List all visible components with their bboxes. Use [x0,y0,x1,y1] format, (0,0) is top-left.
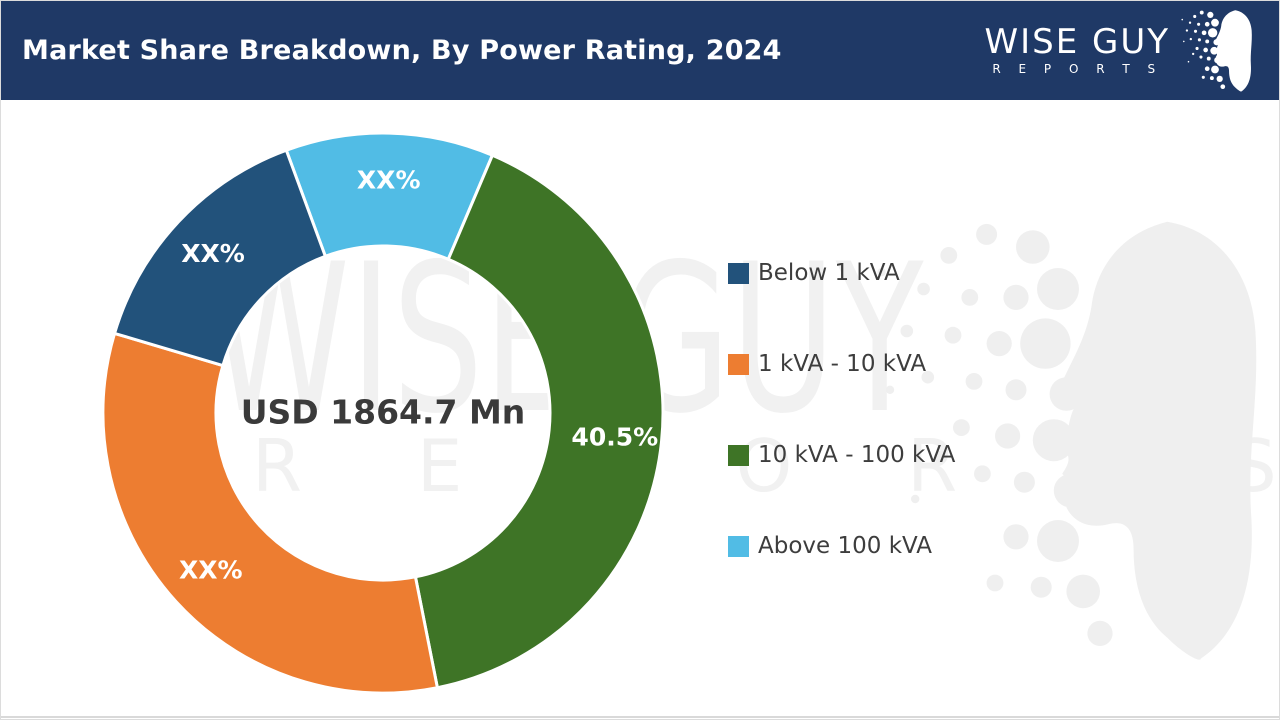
slice-value-label: XX% [181,239,245,268]
slice-value-label: XX% [357,166,421,195]
footer-divider [0,716,1280,718]
slice-value-label: 40.5% [571,423,658,452]
logo-wordmark: WISE GUY [984,22,1170,62]
legend-item: 10 kVA - 100 kVA [728,444,955,467]
legend-label: Below 1 kVA [758,260,900,286]
donut-slice-10-kva-100-kva [413,153,665,690]
slice-value-label: XX% [179,555,243,584]
legend-swatch [728,445,749,466]
donut-chart: XX% 40.5% XX% XX% [101,131,665,695]
legend-swatch [728,536,749,557]
legend-item: Below 1 kVA [728,262,955,285]
legend-swatch [728,263,749,284]
donut-slice-1-kva-10-kva [101,331,439,695]
legend-item: Above 100 kVA [728,535,955,558]
page-title: Market Share Breakdown, By Power Rating,… [22,34,782,66]
wise-guy-reports-logo: WISE GUY R E P O R T S [984,7,1254,93]
logo-subtext: R E P O R T S [992,62,1163,76]
legend-label: 1 kVA - 10 kVA [758,351,927,377]
chart-center-value: USD 1864.7 Mn [240,392,526,432]
legend-label: Above 100 kVA [758,533,933,559]
header-bar: Market Share Breakdown, By Power Rating,… [0,0,1280,100]
legend-item: 1 kVA - 10 kVA [728,353,955,376]
chart-legend: Below 1 kVA 1 kVA - 10 kVA 10 kVA - 100 … [728,262,955,558]
donut-slice-below-1-kva [113,148,327,368]
legend-label: 10 kVA - 100 kVA [758,442,956,468]
legend-swatch [728,354,749,375]
logo-dotted-head-icon [1181,10,1252,92]
